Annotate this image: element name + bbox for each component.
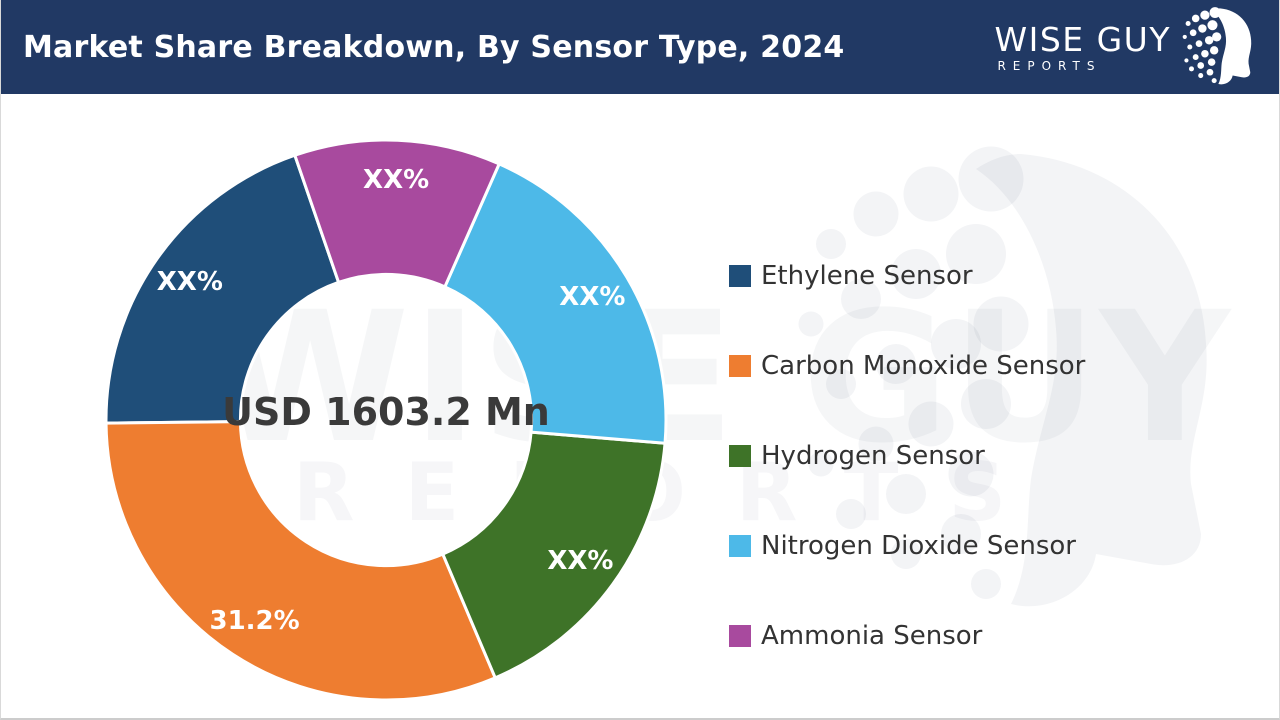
legend-item-ethylene-sensor: Ethylene Sensor bbox=[729, 261, 1085, 291]
logo-subtitle: REPORTS bbox=[997, 58, 1102, 73]
wise-guy-logo: WISE GUY REPORTS bbox=[994, 4, 1257, 90]
donut-segment-hydrogen-sensor bbox=[441, 430, 667, 680]
legend-swatch-ethylene-sensor bbox=[729, 265, 751, 287]
legend-swatch-ammonia-sensor bbox=[729, 625, 751, 647]
legend-item-carbon-monoxide-sensor: Carbon Monoxide Sensor bbox=[729, 351, 1085, 381]
slice-label-ammonia-sensor: XX% bbox=[363, 165, 430, 196]
donut-segment-ethylene-sensor bbox=[104, 153, 341, 425]
legend-label-ammonia-sensor: Ammonia Sensor bbox=[761, 621, 983, 651]
logo-head-icon bbox=[1173, 4, 1257, 90]
page-title: Market Share Breakdown, By Sensor Type, … bbox=[23, 29, 845, 65]
donut-segment-ammonia-sensor bbox=[293, 138, 501, 289]
legend-label-carbon-monoxide-sensor: Carbon Monoxide Sensor bbox=[761, 351, 1086, 381]
legend-label-ethylene-sensor: Ethylene Sensor bbox=[761, 261, 973, 291]
legend-item-nitrogen-dioxide-sensor: Nitrogen Dioxide Sensor bbox=[729, 531, 1085, 561]
slice-label-ethylene-sensor: XX% bbox=[156, 266, 223, 297]
slice-label-nitrogen-dioxide-sensor: XX% bbox=[559, 282, 626, 313]
legend: Ethylene Sensor Carbon Monoxide Sensor Hyd… bbox=[729, 261, 1085, 711]
legend-swatch-carbon-monoxide-sensor bbox=[729, 355, 751, 377]
legend-item-ammonia-sensor: Ammonia Sensor bbox=[729, 621, 1085, 651]
slice-label-hydrogen-sensor: XX% bbox=[547, 545, 614, 576]
chart-center-value: USD 1603.2 Mn bbox=[222, 390, 550, 434]
chart-area: WISE GUY REPORTS USD 1603.2 Mn XX%31.2%X… bbox=[1, 94, 1279, 718]
legend-swatch-nitrogen-dioxide-sensor bbox=[729, 535, 751, 557]
legend-label-nitrogen-dioxide-sensor: Nitrogen Dioxide Sensor bbox=[761, 531, 1076, 561]
logo-wordmark: WISE GUY bbox=[994, 19, 1171, 59]
header: Market Share Breakdown, By Sensor Type, … bbox=[1, 0, 1279, 94]
legend-label-hydrogen-sensor: Hydrogen Sensor bbox=[761, 441, 985, 471]
legend-swatch-hydrogen-sensor bbox=[729, 445, 751, 467]
donut-chart bbox=[104, 138, 668, 702]
donut-segment-nitrogen-dioxide-sensor bbox=[443, 162, 668, 445]
slice-label-carbon-monoxide-sensor: 31.2% bbox=[209, 605, 300, 636]
legend-item-hydrogen-sensor: Hydrogen Sensor bbox=[729, 441, 1085, 471]
donut-segment-carbon-monoxide-sensor bbox=[104, 420, 497, 702]
